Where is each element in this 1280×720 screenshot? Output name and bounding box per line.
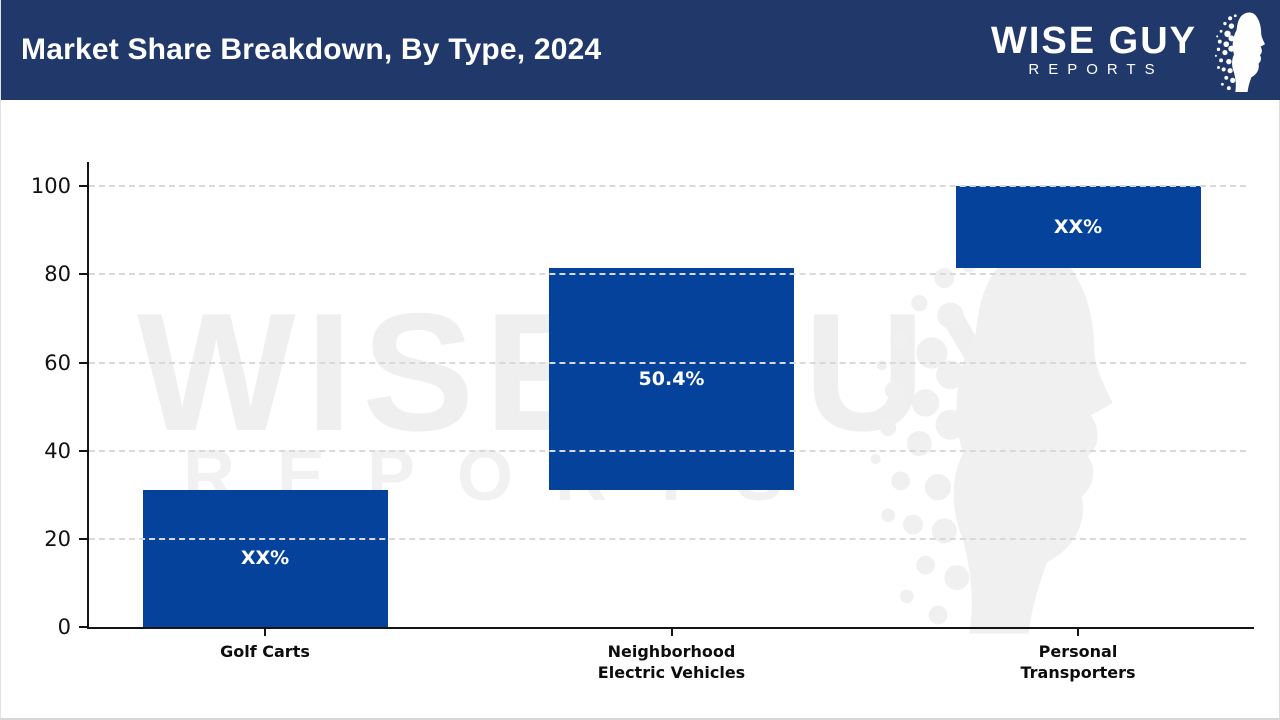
x-tick bbox=[670, 629, 673, 636]
y-tick bbox=[79, 185, 87, 188]
category-label: Neighborhood Electric Vehicles bbox=[597, 642, 746, 683]
y-axis-line bbox=[87, 162, 89, 629]
y-tick-label: 20 bbox=[44, 526, 71, 551]
x-tick bbox=[1077, 629, 1079, 636]
gridline bbox=[89, 361, 1246, 364]
logo-text: WISE GUY REPORTS bbox=[990, 19, 1197, 79]
bar-segment bbox=[142, 489, 388, 627]
header-bar: Market Share Breakdown, By Type, 2024 WI… bbox=[1, 0, 1280, 100]
category-label: Golf Carts bbox=[220, 642, 310, 661]
y-tick-label: 80 bbox=[44, 262, 71, 287]
bar-value-label: XX% bbox=[240, 547, 290, 570]
y-tick bbox=[79, 449, 87, 452]
bar-segment bbox=[549, 267, 794, 490]
logo-wordmark: WISE GUY bbox=[990, 19, 1197, 62]
y-tick-label: 100 bbox=[30, 174, 71, 199]
bar-segment bbox=[955, 186, 1201, 268]
category-label: Personal Transporters bbox=[1020, 642, 1136, 683]
y-tick bbox=[79, 273, 87, 276]
x-tick bbox=[264, 629, 266, 636]
page-title: Market Share Breakdown, By Type, 2024 bbox=[21, 33, 602, 66]
gridline bbox=[89, 537, 1246, 540]
y-tick-label: 0 bbox=[57, 615, 71, 639]
gridline bbox=[89, 185, 1246, 188]
y-tick-label: 60 bbox=[44, 350, 71, 375]
bar-value-label: 50.4% bbox=[638, 367, 705, 390]
y-tick bbox=[79, 361, 87, 364]
logo-subtext: REPORTS bbox=[1028, 61, 1164, 79]
bar-value-label: XX% bbox=[1053, 216, 1103, 238]
wiseguy-logo: WISE GUY REPORTS bbox=[991, 8, 1267, 92]
y-tick bbox=[79, 537, 87, 540]
gridline bbox=[89, 449, 1246, 452]
y-tick bbox=[79, 626, 87, 628]
gridline bbox=[89, 273, 1246, 276]
y-tick-label: 40 bbox=[44, 438, 71, 463]
x-axis-line bbox=[87, 627, 1254, 629]
